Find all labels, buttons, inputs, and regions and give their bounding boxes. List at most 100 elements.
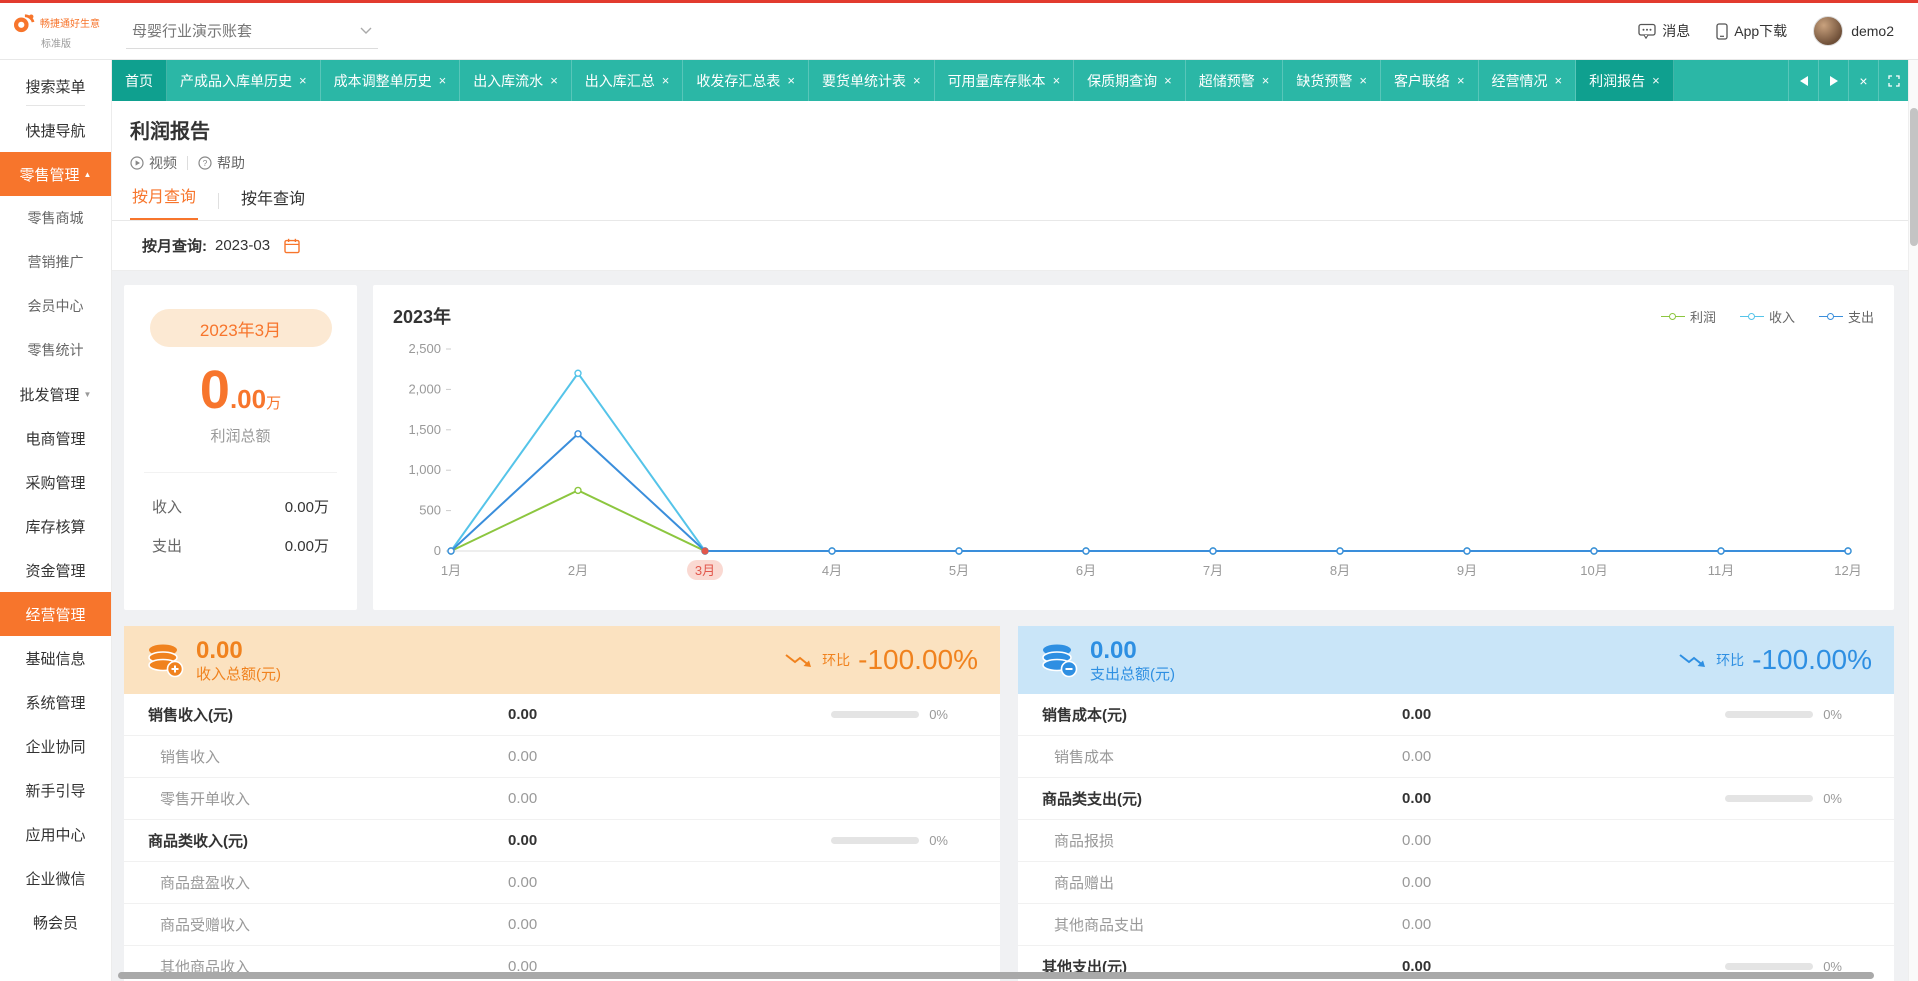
close-tabs-button[interactable]: × [1848,60,1878,101]
stat-row-value: 0.00 [508,916,538,933]
tab-经营情况[interactable]: 经营情况 × [1479,60,1577,101]
sidebar-item-零售管理[interactable]: 零售管理 ▲ [0,152,111,196]
tab-close-icon[interactable]: × [661,73,670,88]
tab-close-icon[interactable]: × [1052,73,1061,88]
tab-保质期查询[interactable]: 保质期查询 × [1074,60,1186,101]
tab-客户联络[interactable]: 客户联络 × [1381,60,1479,101]
tab-home[interactable]: 首页 [112,60,167,101]
legend-item-利润[interactable]: 利润 [1660,307,1716,326]
sidebar-item-经营管理[interactable]: 经营管理 [0,592,111,636]
sidebar-item-label: 系统管理 [25,694,86,712]
messages-button[interactable]: 消息 [1638,21,1690,41]
tab-close-icon[interactable]: × [1359,73,1367,88]
stat-row-销售收入(元): 销售收入(元) 0.00 0% [124,694,1000,736]
fullscreen-button[interactable] [1878,60,1908,101]
video-button[interactable]: 视频 [130,153,177,173]
tab-close-icon[interactable]: × [1261,73,1270,88]
tab-利润报告[interactable]: 利润报告 × [1576,60,1674,101]
sidebar-item-采购管理[interactable]: 采购管理 [0,460,111,504]
app-download-button[interactable]: App下载 [1716,21,1787,41]
tab-超储预警[interactable]: 超储预警 × [1186,60,1284,101]
sidebar-item-电商管理[interactable]: 电商管理 [0,416,111,460]
sidebar-item-快捷导航[interactable]: 快捷导航 [0,108,111,152]
sidebar-item-搜索菜单[interactable]: 搜索菜单 [0,64,111,108]
tab-label: 成本调整单历史 [333,72,432,89]
divider [218,193,220,209]
tab-close-icon[interactable]: × [1164,73,1172,88]
sidebar-item-应用中心[interactable]: 应用中心 [0,812,111,856]
stat-row-销售收入: 销售收入 0.00 [124,736,1000,778]
tab-close-icon[interactable]: × [787,73,795,88]
stat-row-其他支出(元): 其他支出(元) 0.00 0% [1018,946,1894,981]
sidebar-item-会员中心[interactable]: 会员中心 [0,284,111,328]
account-select[interactable]: 母婴行业演示账套 [126,13,378,49]
tab-close-icon[interactable]: × [299,73,307,88]
sidebar-item-新手引导[interactable]: 新手引导 [0,768,111,812]
tab-可用量库存账本[interactable]: 可用量库存账本 × [935,60,1075,101]
tab-yearly-query[interactable]: 按年查询 [241,191,306,208]
tab-close-icon[interactable]: × [438,73,447,88]
legend-item-收入[interactable]: 收入 [1739,307,1795,326]
tab-scroll-right-button[interactable] [1818,60,1848,101]
help-button[interactable]: ? 帮助 [198,153,245,173]
period-pill: 2023年3月 [149,309,332,347]
sidebar-item-资金管理[interactable]: 资金管理 [0,548,111,592]
svg-text:?: ? [203,158,208,168]
sidebar-item-label: 基础信息 [25,650,86,668]
stat-row-label: 其他商品支出 [1054,917,1145,934]
tab-出入库汇总[interactable]: 出入库汇总 × [572,60,684,101]
sidebar-item-营销推广[interactable]: 营销推广 [0,240,111,284]
tab-出入库流水[interactable]: 出入库流水 × [460,60,572,101]
tab-close-icon[interactable]: × [912,73,921,88]
sidebar-item-批发管理[interactable]: 批发管理 ▼ [0,372,111,416]
stat-row-value: 0.00 [508,706,538,723]
sidebar-item-label: 库存核算 [25,518,86,536]
calendar-picker-button[interactable] [284,238,300,254]
vertical-scrollbar-thumb[interactable] [1910,108,1918,246]
vertical-scrollbar[interactable] [1908,60,1918,981]
sidebar-menu: 搜索菜单 快捷导航 零售管理 ▲ 零售商城 营销推广 会员中心 零售统计 批发管理 ▼ 电商管理 采购… [0,60,112,981]
progress-percent: 0% [929,707,948,722]
tab-成本调整单历史[interactable]: 成本调整单历史 × [321,60,461,101]
phone-icon [1716,22,1728,40]
mom-label: 环比 [1716,652,1745,668]
month-filter-value[interactable]: 2023-03 [215,237,271,254]
open-tabs-bar: 首页 产成品入库单历史 × 成本调整单历史 × 出入库流水 × 出入库汇总 × 收发存汇总表 × 要… [112,60,1908,101]
logo-icon [14,13,35,32]
profit-chart[interactable]: 0 500 1,000 1,500 2,000 2,500 1月 2月 3月 4月 5月 6月 7月 8月… [393,333,1874,585]
app-logo[interactable]: 畅捷通好生意 标准版 [0,3,112,59]
calendar-icon [284,238,300,253]
progress-bar [1725,795,1814,802]
stat-row-value: 0.00 [1402,832,1432,849]
tab-close-icon[interactable]: × [1456,73,1465,88]
tab-close-icon[interactable]: × [1652,73,1660,88]
help-label: 帮助 [217,155,245,171]
sidebar-item-基础信息[interactable]: 基础信息 [0,636,111,680]
tab-label: 产成品入库单历史 [180,72,292,89]
sidebar-item-企业微信[interactable]: 企业微信 [0,856,111,900]
video-label: 视频 [149,155,177,171]
tab-要货单统计表[interactable]: 要货单统计表 × [809,60,935,101]
horizontal-scrollbar[interactable] [118,972,1892,979]
tab-monthly-query[interactable]: 按月查询 [130,183,199,220]
sidebar-item-label: 批发管理 [19,386,80,404]
sidebar-item-企业协同[interactable]: 企业协同 [0,724,111,768]
tab-close-icon[interactable]: × [1554,73,1563,88]
sidebar-item-畅会员[interactable]: 畅会员 [0,900,111,944]
tab-缺货预警[interactable]: 缺货预警 × [1283,60,1381,101]
sidebar-item-零售商城[interactable]: 零售商城 [0,196,111,240]
tab-scroll-left-button[interactable] [1788,60,1818,101]
horizontal-scrollbar-thumb[interactable] [118,972,1875,979]
sidebar-item-系统管理[interactable]: 系统管理 [0,680,111,724]
tab-close-icon[interactable]: × [550,73,558,88]
tab-产成品入库单历史[interactable]: 产成品入库单历史 × [167,60,321,101]
legend-marker-icon [1818,312,1843,321]
sidebar-item-库存核算[interactable]: 库存核算 [0,504,111,548]
progress-percent: 0% [929,833,948,848]
tab-收发存汇总表[interactable]: 收发存汇总表 × [683,60,809,101]
sidebar-item-零售统计[interactable]: 零售统计 [0,328,111,372]
income-rows: 销售收入(元) 0.00 0% 销售收入 0.00 零售开单收入 0.00 商品类收入(元) 0… [124,694,1000,981]
legend-item-支出[interactable]: 支出 [1818,307,1874,326]
user-menu[interactable]: demo2 [1813,16,1894,46]
stat-row-label: 其他商品收入 [160,959,251,976]
